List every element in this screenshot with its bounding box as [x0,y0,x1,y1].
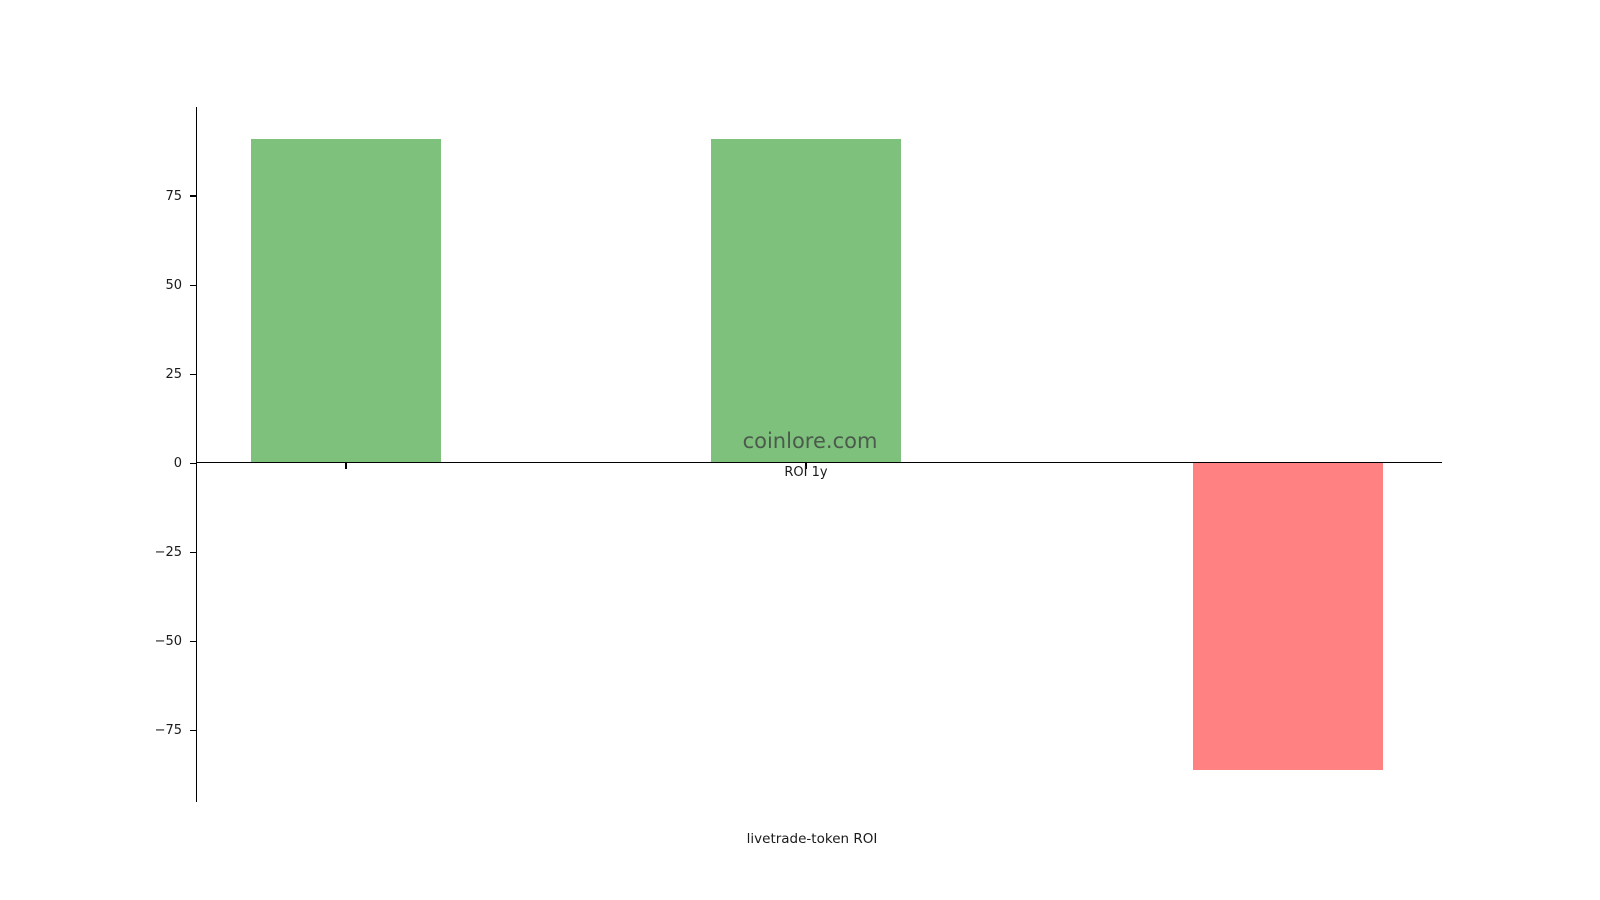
roi-bar [251,139,441,464]
y-axis-spine [195,107,197,802]
watermark-text: coinlore.com [742,429,878,453]
y-tick-mark [190,284,196,286]
y-tick-label: −75 [154,723,182,739]
chart-title: livetrade-token ROI [746,831,878,847]
y-tick-mark [190,640,196,643]
y-tick-label: 75 [165,188,182,204]
y-tick-mark [190,373,196,375]
y-tick-mark [190,462,196,465]
y-tick-label: 50 [165,277,182,293]
x-axis-line [196,462,1442,464]
y-tick-label: 25 [165,366,182,382]
y-tick-label: −25 [154,545,182,560]
y-tick-mark [190,551,196,554]
y-tick-label: −50 [154,634,182,650]
y-tick-mark [190,195,196,197]
x-tick-mark [345,462,347,470]
roi-bar [711,139,901,464]
x-tick-label: ROI 1y [784,464,828,480]
x-tick-mark [805,462,807,470]
y-tick-label: 0 [173,455,182,471]
roi-bar [1193,463,1383,770]
y-tick-mark [190,730,196,732]
